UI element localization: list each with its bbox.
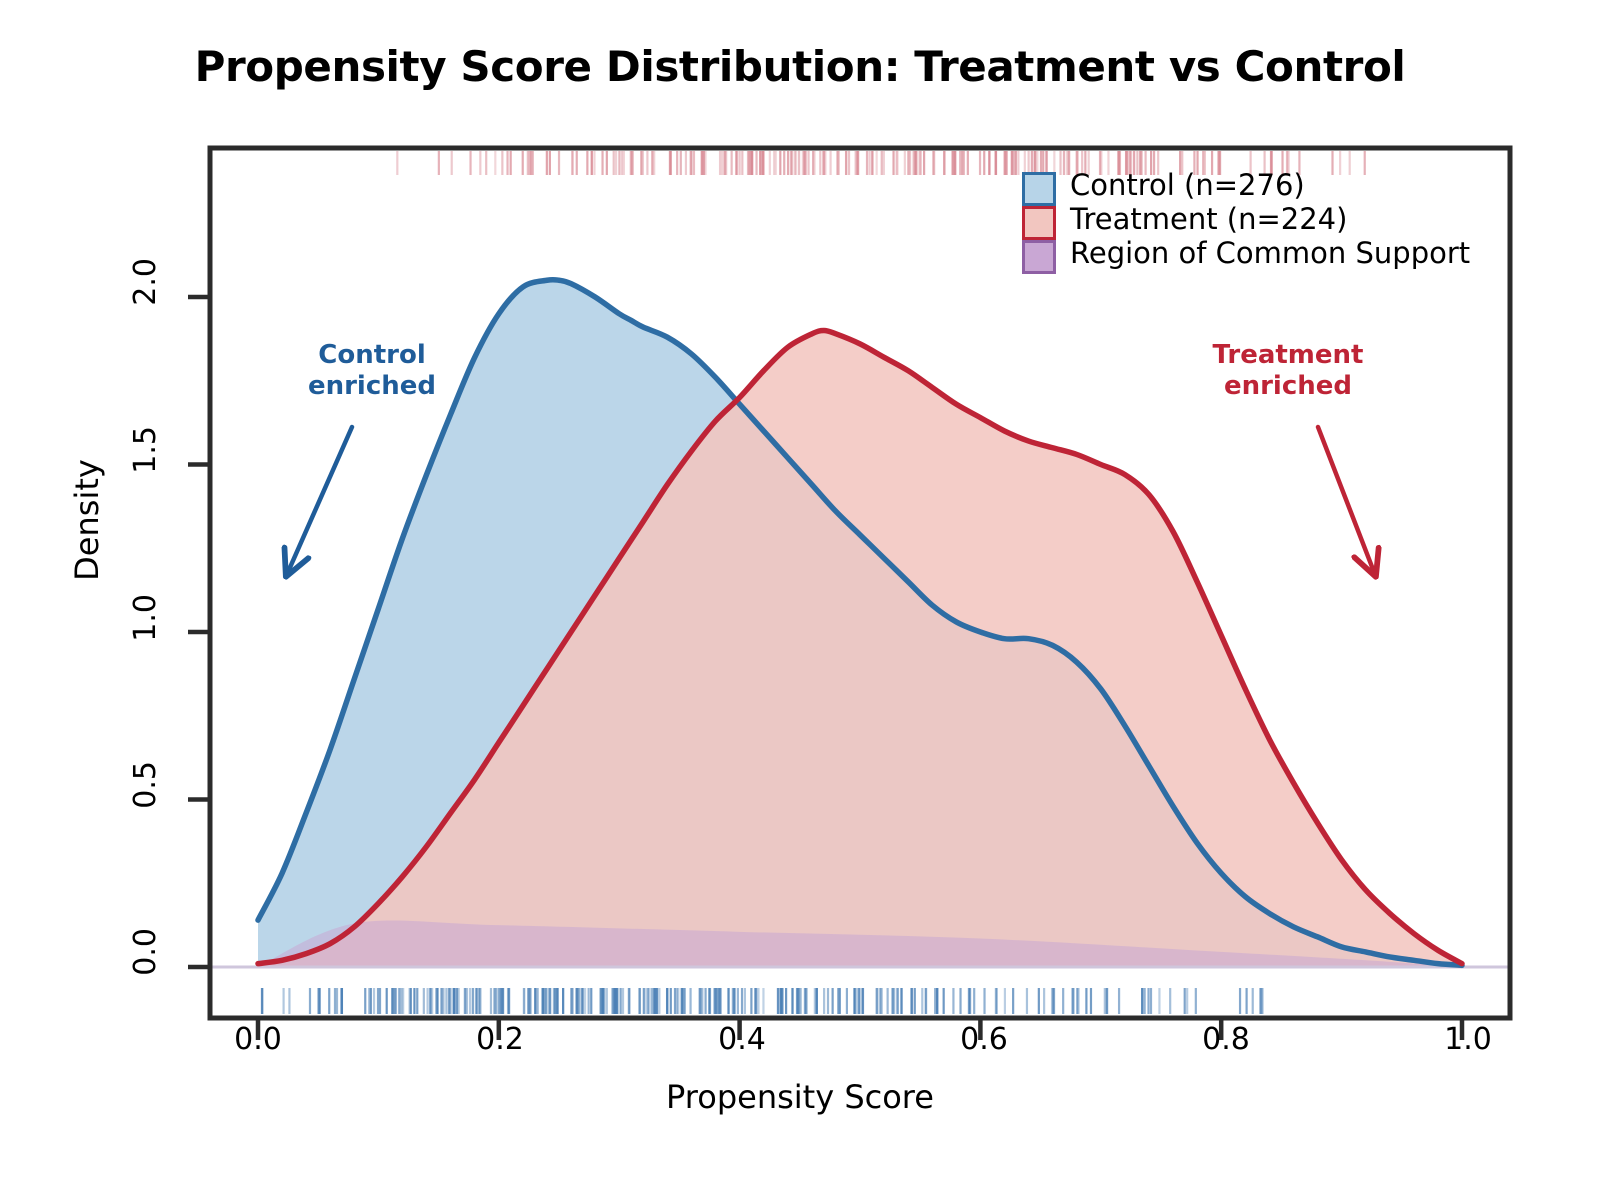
- plot-frame: [207, 145, 1513, 1021]
- annotation-control-enriched: Control enriched: [307, 340, 437, 401]
- xtick-label: 0.2: [476, 1022, 524, 1057]
- legend-swatch-treatment: [1022, 206, 1056, 240]
- x-axis-label: Propensity Score: [666, 1078, 934, 1116]
- xtick-label: 0.0: [234, 1022, 282, 1057]
- treatment-density-area: [258, 330, 1462, 967]
- legend-label-treatment: Treatment (n=224): [1070, 202, 1348, 236]
- chart-title: Propensity Score Distribution: Treatment…: [194, 42, 1406, 91]
- axis-ticks: [188, 294, 1465, 1040]
- ytick-label: 1.0: [128, 594, 163, 642]
- ytick-label: 0.5: [128, 761, 163, 809]
- xtick-label: 0.6: [960, 1022, 1008, 1057]
- control-rug: [260, 988, 1264, 1014]
- xtick-label: 1.0: [1444, 1022, 1492, 1057]
- ytick-label: 1.5: [128, 426, 163, 474]
- ytick-label: 2.0: [128, 258, 163, 306]
- treatment-rug: [396, 151, 1366, 175]
- annotation-treatment-enriched: Treatment enriched: [1212, 340, 1364, 401]
- annotation-arrow-control: [288, 424, 355, 572]
- legend-label-control: Control (n=276): [1070, 168, 1305, 202]
- plot-content: [212, 151, 1508, 1014]
- control-density-line: [255, 276, 1465, 969]
- xtick-label: 0.4: [718, 1022, 766, 1057]
- xtick-label: 0.8: [1202, 1022, 1250, 1057]
- density-areas: [258, 279, 1462, 967]
- y-axis-label: Density: [68, 459, 106, 581]
- ytick-label: 0.0: [128, 928, 163, 976]
- legend-swatch-common-support: [1022, 240, 1056, 274]
- common-support-band-area: [258, 920, 1462, 967]
- treatment-density-line: [255, 327, 1465, 967]
- annotation-arrow-treatment: [1315, 424, 1374, 572]
- legend-swatch-control: [1022, 172, 1056, 206]
- legend-label-common-support: Region of Common Support: [1070, 236, 1471, 270]
